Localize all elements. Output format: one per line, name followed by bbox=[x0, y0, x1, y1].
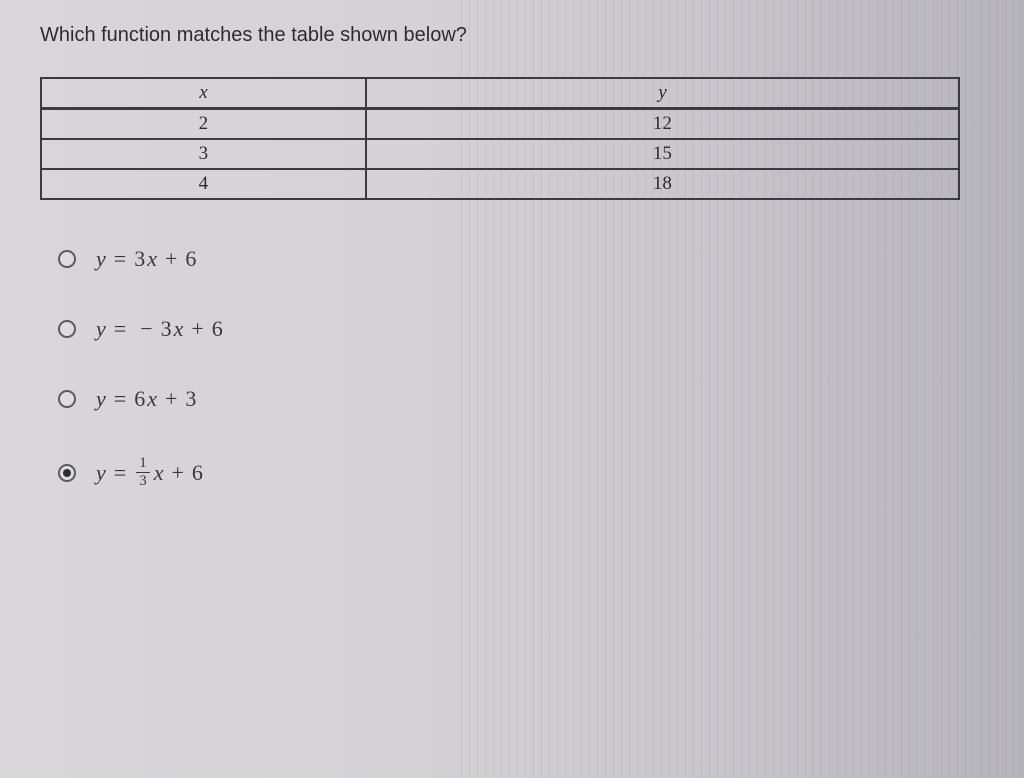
answer-option-0[interactable]: y=3x+6 bbox=[58, 246, 984, 272]
data-table: x y 2 12 3 15 4 18 bbox=[40, 77, 960, 200]
question-text: Which function matches the table shown b… bbox=[40, 24, 984, 47]
table-row: 4 18 bbox=[41, 169, 959, 199]
fraction: 13 bbox=[136, 456, 150, 489]
radio-button[interactable] bbox=[58, 464, 76, 482]
cell-y: 12 bbox=[366, 109, 959, 140]
cell-x: 3 bbox=[41, 139, 366, 169]
option-formula: y=−3x+6 bbox=[96, 316, 223, 342]
answer-option-2[interactable]: y=6x+3 bbox=[58, 386, 984, 412]
radio-button[interactable] bbox=[58, 250, 76, 268]
table-row: 3 15 bbox=[41, 139, 959, 169]
table-row: 2 12 bbox=[41, 109, 959, 140]
option-formula: y=13x+6 bbox=[96, 456, 203, 489]
cell-y: 18 bbox=[366, 169, 959, 199]
cell-y: 15 bbox=[366, 139, 959, 169]
radio-button[interactable] bbox=[58, 390, 76, 408]
table-header-row: x y bbox=[41, 78, 959, 109]
answer-option-1[interactable]: y=−3x+6 bbox=[58, 316, 984, 342]
answer-option-3[interactable]: y=13x+6 bbox=[58, 456, 984, 489]
column-header-y: y bbox=[366, 78, 959, 109]
option-formula: y=6x+3 bbox=[96, 386, 196, 412]
cell-x: 2 bbox=[41, 109, 366, 140]
options-group: y=3x+6 y=−3x+6 y=6x+3 y=13x+6 bbox=[58, 246, 984, 489]
option-formula: y=3x+6 bbox=[96, 246, 196, 272]
radio-button[interactable] bbox=[58, 320, 76, 338]
column-header-x: x bbox=[41, 78, 366, 109]
cell-x: 4 bbox=[41, 169, 366, 199]
